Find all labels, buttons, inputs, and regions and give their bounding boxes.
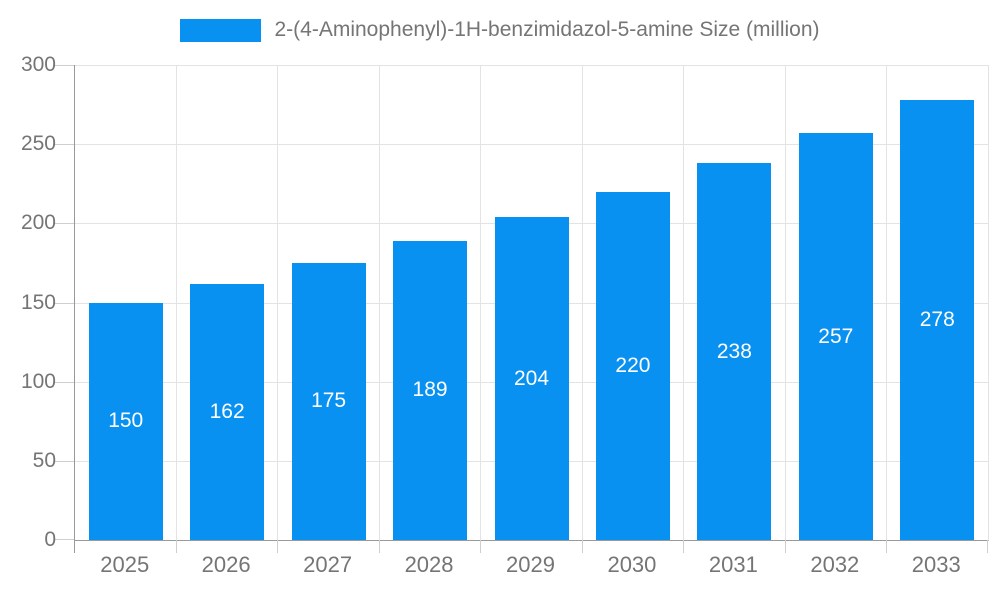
bar-2032[interactable]: 257 [798,133,873,540]
bar-value-label: 162 [209,399,245,423]
bar-value-label: 150 [108,409,144,433]
h-gridline [75,65,988,66]
bar-2031[interactable]: 238 [697,163,772,540]
x-tick-label: 2032 [810,552,860,577]
x-tick-label: 2027 [303,552,353,577]
x-tick [581,540,583,553]
x-tick [277,540,279,553]
bar-value-label: 189 [412,378,448,402]
x-tick [175,540,177,553]
x-tick-label: 2029 [506,552,555,577]
v-gridline [683,65,685,540]
bar-value-label: 257 [818,324,854,348]
bar-2027[interactable]: 175 [291,262,366,540]
x-tick [886,540,888,553]
y-tick [54,539,74,540]
bar-value-label: 238 [716,339,752,363]
v-gridline [581,65,583,540]
y-tick [54,223,74,225]
y-tick-label: 150 [20,290,56,314]
bar-2025[interactable]: 150 [88,302,163,540]
y-tick [54,65,74,66]
x-tick [74,540,75,553]
bar-2029[interactable]: 204 [494,217,569,540]
x-tick [480,540,482,553]
x-tick [784,540,786,553]
y-tick-label: 300 [20,53,56,76]
y-tick [54,460,74,462]
x-tick-label: 2030 [607,552,657,577]
x-tick-label: 2026 [201,552,251,577]
y-tick-label: 100 [20,369,56,393]
legend-swatch [180,18,262,42]
bar-2033[interactable]: 278 [900,99,975,540]
x-tick [378,540,380,553]
y-tick-label: 250 [20,132,56,156]
h-gridline [75,144,988,146]
legend-label: 2-(4-Aminophenyl)-1H-benzimidazol-5-amin… [274,18,820,41]
v-gridline [175,65,177,540]
y-tick [54,302,74,304]
y-tick-label: 200 [20,211,56,235]
v-gridline [784,65,786,540]
x-tick-label: 2033 [911,552,961,577]
v-gridline [277,65,279,540]
x-tick-label: 2025 [100,552,150,577]
v-gridline [378,65,380,540]
y-tick-label: 50 [32,448,56,472]
chart-legend: 2-(4-Aminophenyl)-1H-benzimidazol-5-amin… [0,14,1000,46]
y-tick [54,144,74,146]
x-tick-label: 2028 [404,552,454,577]
bar-value-label: 204 [513,366,550,390]
y-tick [54,381,74,383]
v-gridline [886,65,888,540]
y-tick-label: 0 [44,528,56,551]
bar-value-label: 220 [615,353,651,377]
bar-2026[interactable]: 162 [190,283,265,540]
v-gridline [480,65,482,540]
x-tick [683,540,685,553]
bar-2028[interactable]: 189 [393,240,468,540]
bar-2030[interactable]: 220 [595,191,670,540]
bar-value-label: 175 [311,389,347,413]
x-tick-label: 2031 [708,552,758,577]
plot-area: 150 162 175 189 204 220 238 257 278 [54,65,989,553]
bar-value-label: 278 [919,307,955,331]
x-tick [987,540,988,553]
